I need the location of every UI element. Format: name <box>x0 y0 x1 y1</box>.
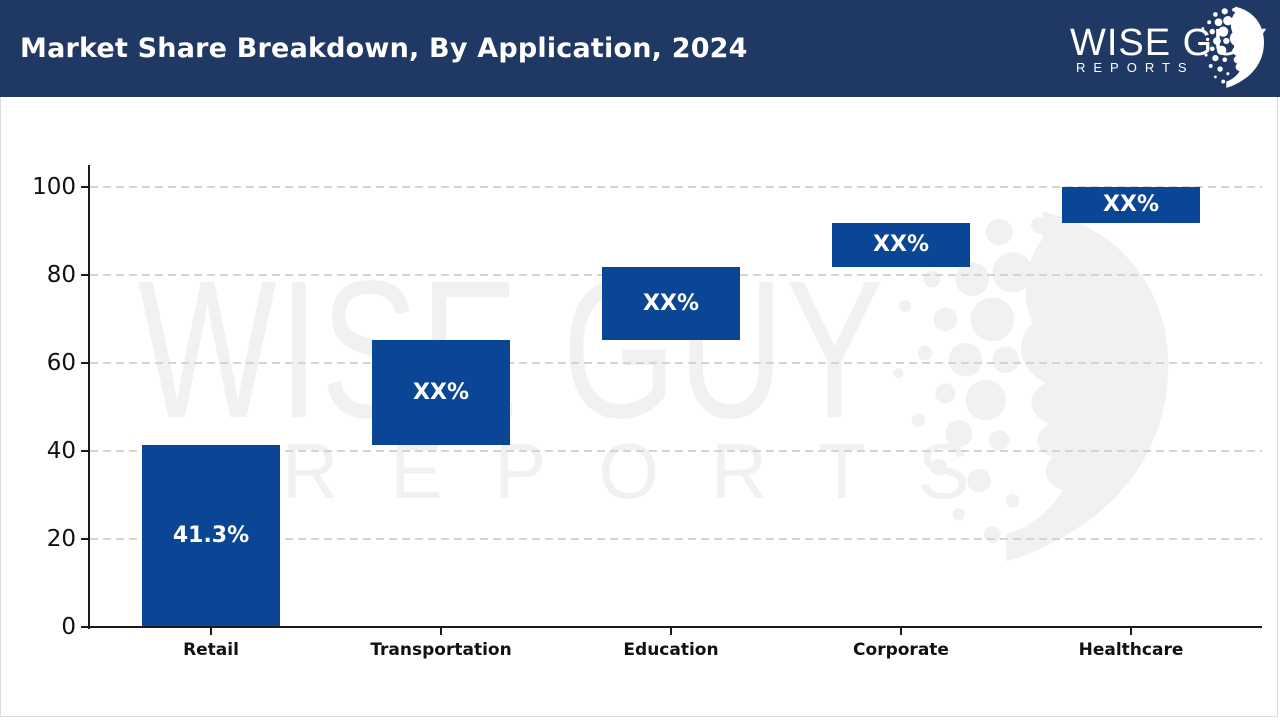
y-tick-label: 40 <box>46 437 76 464</box>
wise-guy-logo: WISE GUY REPORTS <box>1032 0 1272 97</box>
y-tick-mark <box>81 537 88 540</box>
x-category-label: Healthcare <box>1078 640 1184 660</box>
y-tick-mark <box>81 274 88 277</box>
y-tick-label: 20 <box>46 525 76 552</box>
y-tick-mark <box>81 449 88 452</box>
bar-value-label: 41.3% <box>172 523 250 549</box>
bar-healthcare: XX% <box>1062 187 1200 223</box>
x-category-label: Transportation <box>370 640 512 660</box>
bar-transportation: XX% <box>372 340 510 446</box>
gridline <box>90 449 1262 452</box>
gridline <box>90 537 1262 540</box>
x-tick-mark <box>670 627 672 635</box>
logo-head-icon <box>1200 6 1264 88</box>
y-tick-label: 0 <box>61 613 76 640</box>
x-tick-mark <box>1130 627 1132 635</box>
bar-education: XX% <box>602 267 740 341</box>
x-tick-mark <box>440 627 442 635</box>
x-tick-mark <box>900 627 902 635</box>
y-tick-label: 80 <box>46 262 76 289</box>
y-tick-label: 60 <box>46 349 76 376</box>
bar-corporate: XX% <box>832 222 970 268</box>
gridline <box>90 186 1262 189</box>
x-tick-mark <box>210 627 212 635</box>
x-axis-line <box>88 625 1262 628</box>
x-category-label: Corporate <box>853 640 949 660</box>
header-bar: Market Share Breakdown, By Application, … <box>0 0 1280 97</box>
bar-value-label: XX% <box>643 291 699 317</box>
bar-value-label: XX% <box>413 380 469 406</box>
logo-text-reports: REPORTS <box>1076 60 1195 75</box>
bar-retail: 41.3% <box>142 445 280 627</box>
y-tick-mark <box>81 186 88 189</box>
y-tick-mark <box>81 625 88 628</box>
x-category-label: Education <box>623 640 719 660</box>
bar-value-label: XX% <box>873 232 929 258</box>
gridline <box>90 361 1262 364</box>
y-tick-mark <box>81 361 88 364</box>
y-axis-line <box>88 165 90 629</box>
page-title: Market Share Breakdown, By Application, … <box>20 33 748 64</box>
y-tick-label: 100 <box>32 174 76 201</box>
x-category-label: Retail <box>183 640 239 660</box>
bar-value-label: XX% <box>1103 192 1159 218</box>
